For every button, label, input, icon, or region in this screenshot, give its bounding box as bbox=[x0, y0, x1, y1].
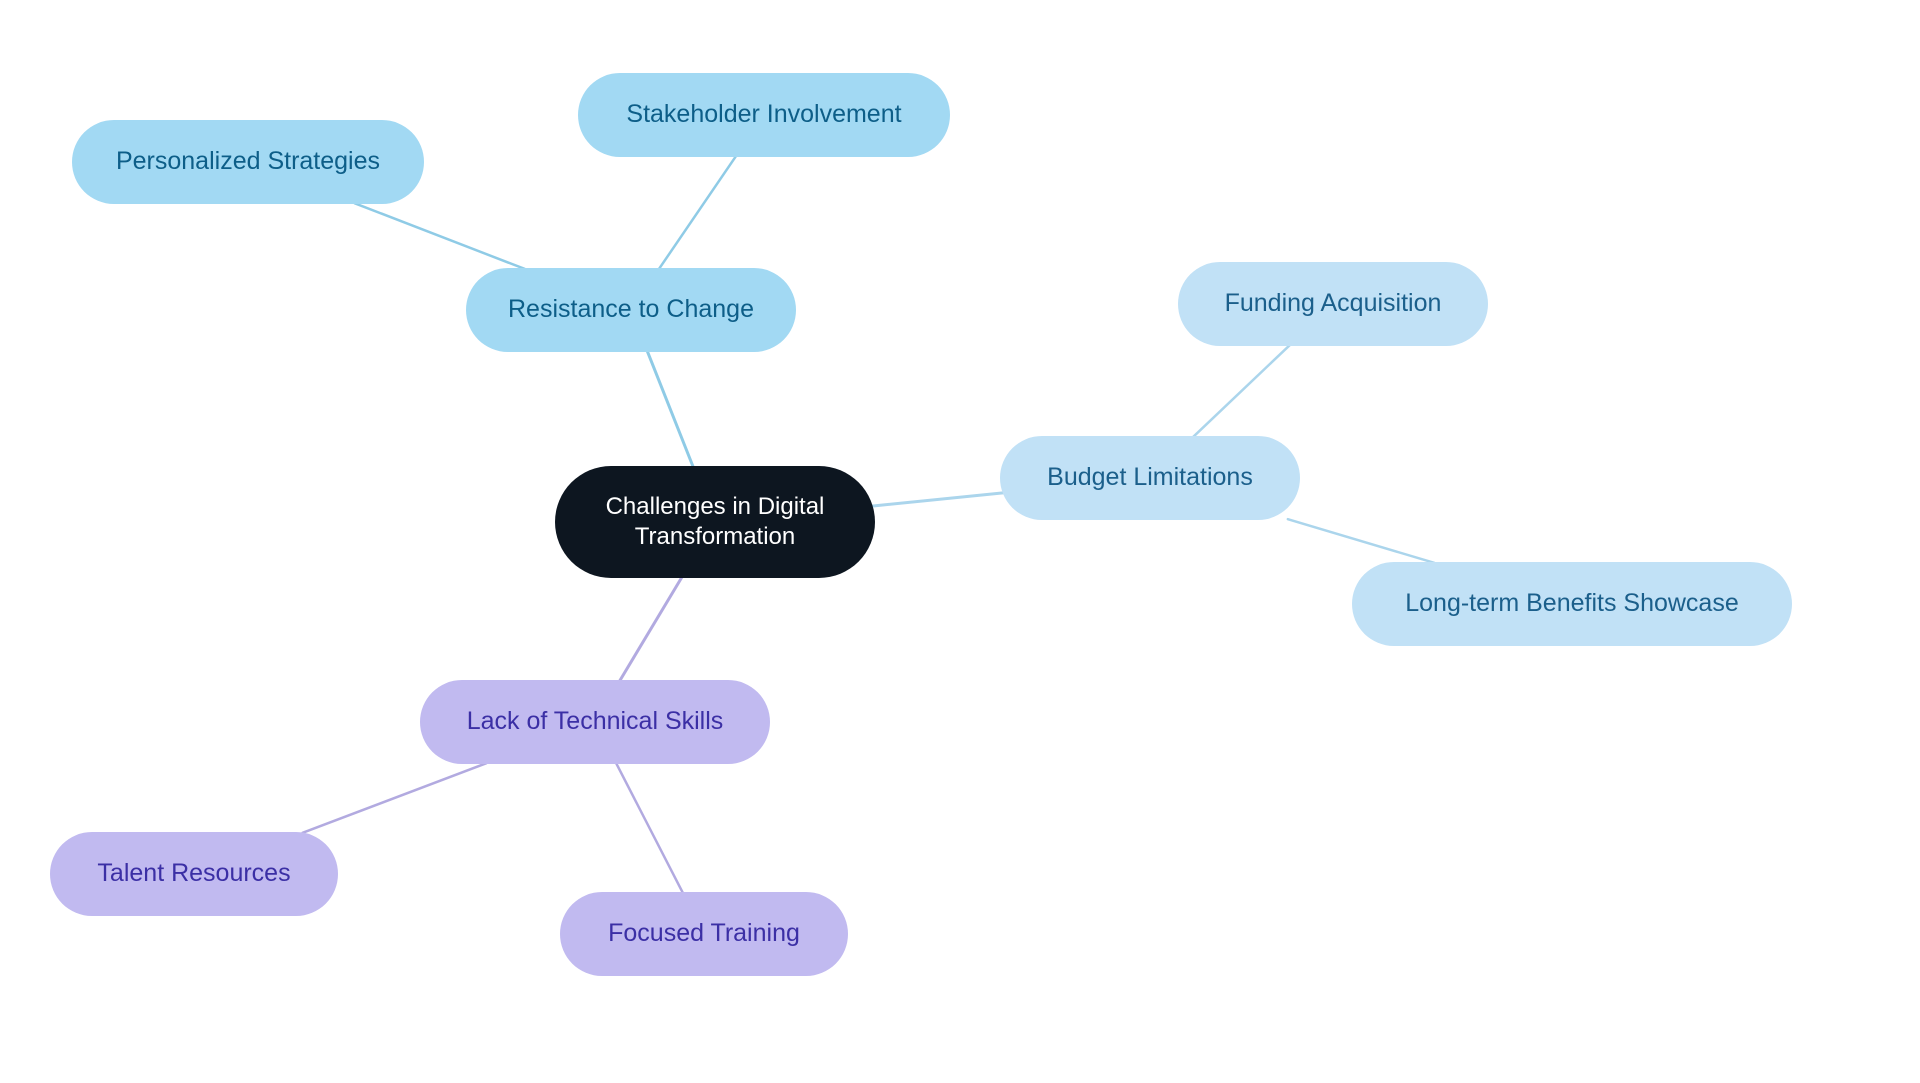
edge-resistance-stakeholder bbox=[659, 156, 736, 269]
node-skills: Lack of Technical Skills bbox=[420, 680, 770, 764]
edge-root-resistance bbox=[647, 351, 693, 467]
edge-skills-training bbox=[616, 763, 683, 893]
node-personalized: Personalized Strategies bbox=[72, 120, 424, 204]
edge-budget-longterm bbox=[1288, 519, 1434, 563]
edge-budget-funding bbox=[1193, 345, 1289, 437]
node-budget: Budget Limitations bbox=[1000, 436, 1300, 520]
node-stakeholder: Stakeholder Involvement bbox=[578, 73, 950, 157]
node-talent: Talent Resources bbox=[50, 832, 338, 916]
mindmap-canvas: Challenges in Digital Transformation Resi… bbox=[0, 0, 1920, 1083]
edge-root-budget bbox=[872, 493, 1003, 506]
edge-skills-talent bbox=[303, 763, 487, 833]
node-funding: Funding Acquisition bbox=[1178, 262, 1488, 346]
edge-root-skills bbox=[620, 577, 682, 681]
node-root: Challenges in Digital Transformation bbox=[555, 466, 875, 578]
edge-resistance-personalized bbox=[355, 203, 525, 269]
node-longterm: Long-term Benefits Showcase bbox=[1352, 562, 1792, 646]
node-training: Focused Training bbox=[560, 892, 848, 976]
node-resistance: Resistance to Change bbox=[466, 268, 796, 352]
